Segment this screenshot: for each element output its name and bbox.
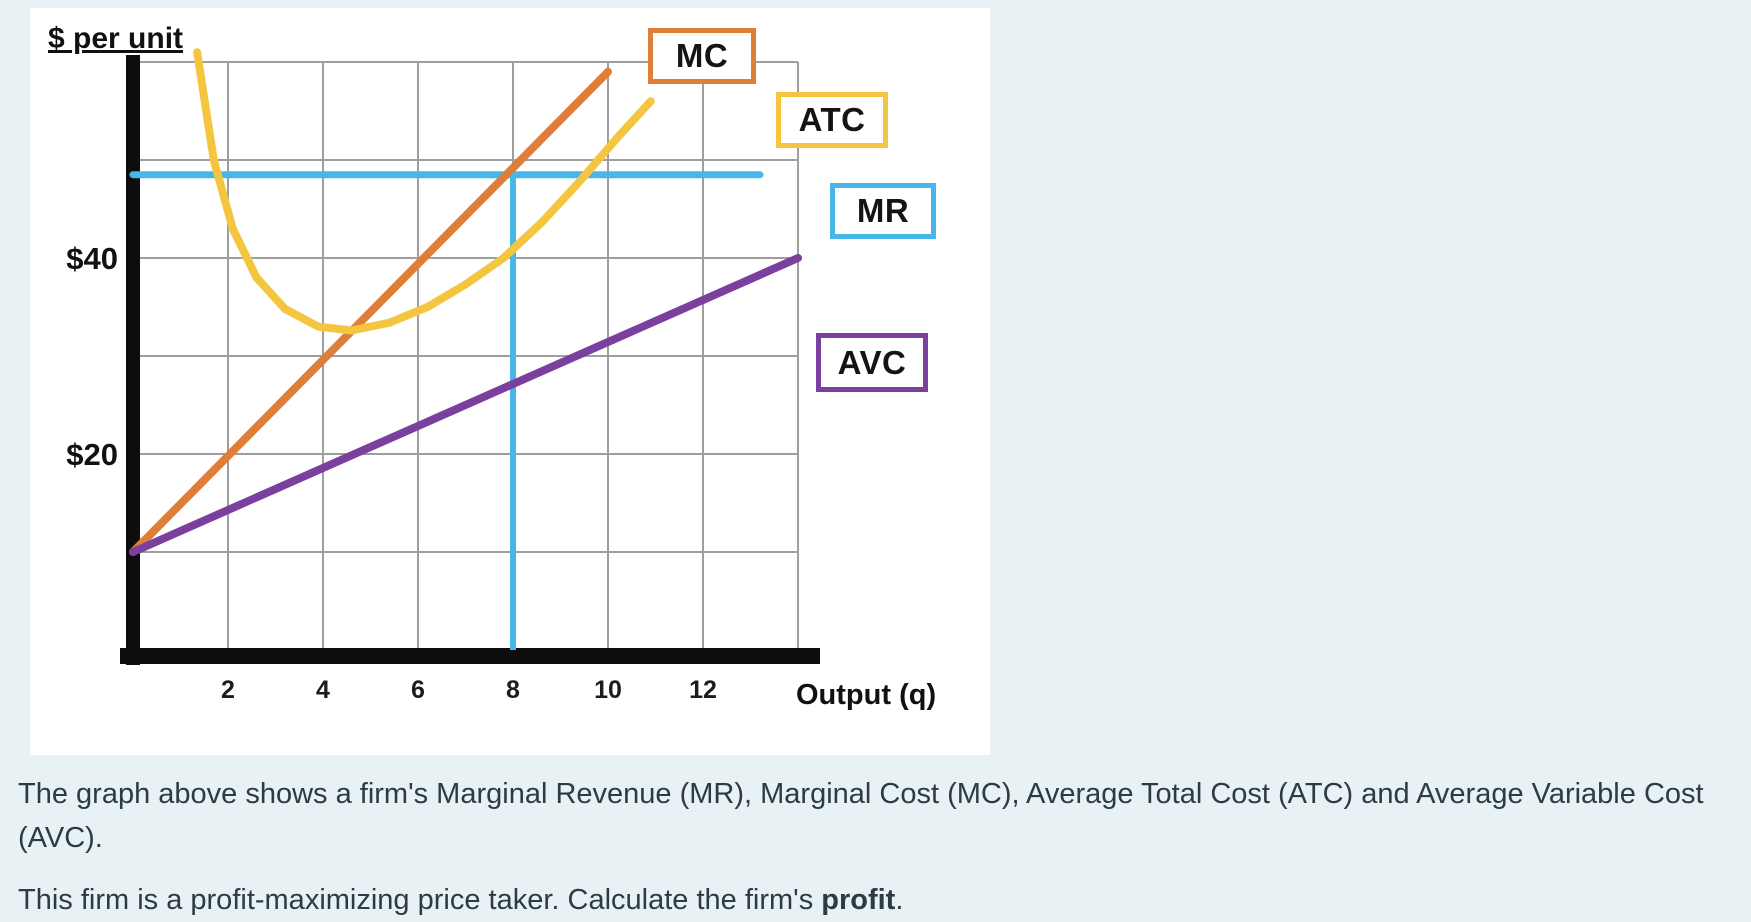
- y-tick-label: $40: [66, 241, 118, 276]
- atc-curve: [193, 48, 655, 335]
- chart-panel: $ per unit Output (q) 2 4 6 8 10 12 $20 $40 MC A…: [30, 8, 990, 755]
- y-tick-label: $20: [66, 437, 118, 472]
- legend-mr: MR: [830, 183, 936, 239]
- x-tick-label: 2: [221, 676, 235, 704]
- cost-curves-chart: $ per unit Output (q) 2 4 6 8 10 12 $20 $40: [48, 22, 936, 711]
- question-paragraph-2-text: This firm is a profit-maximizing price t…: [18, 884, 822, 916]
- x-tick-label: 6: [411, 676, 425, 704]
- x-axis-title: Output (q): [796, 679, 936, 711]
- question-paragraph-2-bold: profit: [821, 884, 896, 916]
- legend-avc: AVC: [816, 333, 928, 392]
- question-paragraph-2-period: .: [895, 884, 904, 916]
- y-axis: [126, 55, 140, 665]
- avc-curve: [129, 254, 802, 556]
- question-paragraph-1: The graph above shows a firm's Marginal …: [18, 778, 1704, 854]
- mc-curve: [129, 67, 612, 556]
- x-tick-label: 12: [689, 676, 717, 704]
- question-paragraph-2: This firm is a profit-maximizing price t…: [18, 878, 1734, 922]
- x-tick-label: 8: [506, 676, 520, 704]
- x-axis: [120, 648, 820, 664]
- x-tick-label: 4: [316, 676, 330, 704]
- legend-atc: ATC: [776, 92, 888, 148]
- question-block: The graph above shows a firm's Marginal …: [18, 772, 1734, 922]
- legend-mc: MC: [648, 28, 756, 84]
- x-tick-label: 10: [594, 676, 622, 704]
- y-axis-title: $ per unit: [48, 22, 183, 55]
